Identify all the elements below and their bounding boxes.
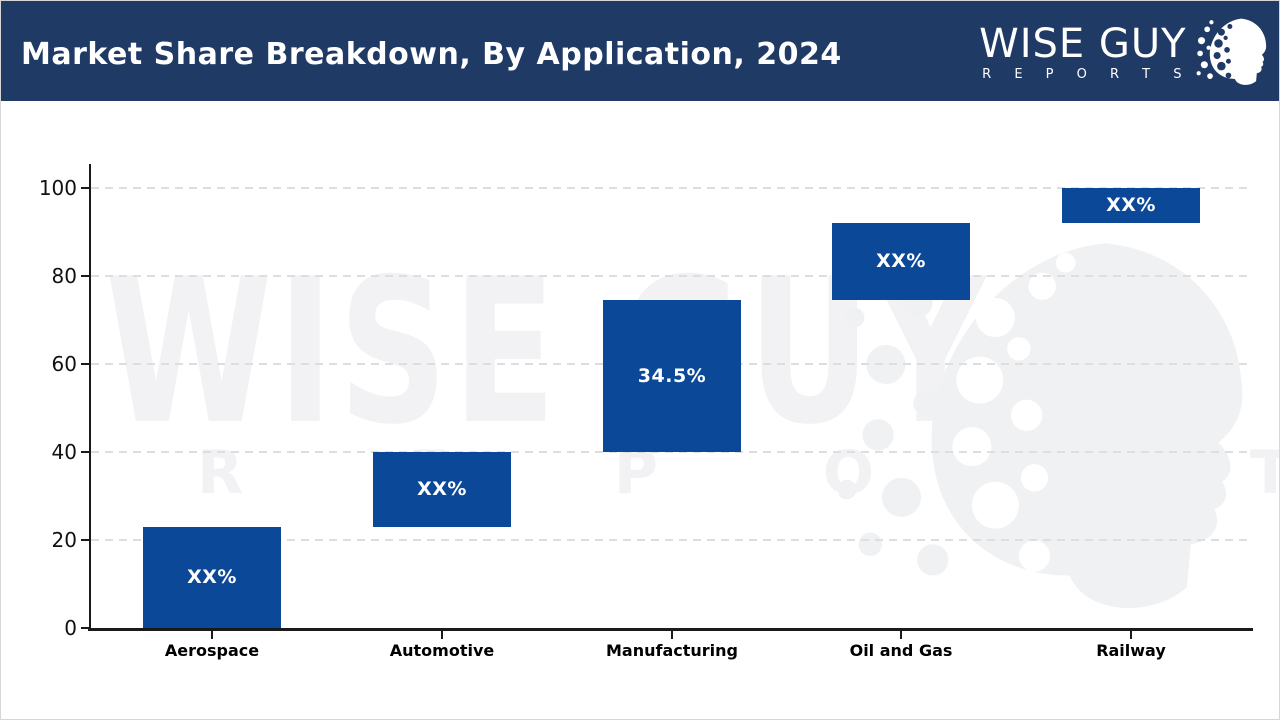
bar-railway: XX% [1062, 187, 1200, 223]
gridline-80 [91, 274, 1253, 277]
y-tick-label-20: 20 [51, 527, 77, 552]
bar-aerospace: XX% [143, 526, 281, 628]
y-tick-label-0: 0 [64, 616, 77, 640]
brand-logo-text: WISE GUY R E P O R T S [979, 24, 1191, 81]
y-tick-label-40: 40 [51, 439, 77, 464]
y-axis-spine [89, 164, 91, 630]
x-tick-1 [441, 631, 443, 639]
bar-manufacturing: 34.5% [603, 299, 741, 452]
gridline-100 [91, 186, 1253, 189]
gridline-20 [91, 538, 1253, 541]
x-tick-label-0: Aerospace [164, 641, 260, 660]
brand-logo: WISE GUY R E P O R T S [979, 7, 1271, 97]
bar-oil-and-gas: XX% [832, 222, 970, 300]
y-tick-label-60: 60 [51, 351, 77, 376]
brand-name: WISE GUY [979, 20, 1187, 67]
x-tick-3 [900, 631, 902, 639]
y-tick-label-100: 100 [38, 175, 77, 200]
x-tick-2 [671, 631, 673, 639]
x-tick-label-4: Railway [1096, 641, 1166, 660]
bar-value-label: 34.5% [637, 364, 707, 387]
y-tick-20 [81, 538, 89, 541]
y-tick-60 [81, 362, 89, 365]
y-tick-40 [81, 450, 89, 453]
header: Market Share Breakdown, By Application, … [1, 1, 1279, 101]
watermark-face-icon [839, 243, 1243, 609]
x-tick-label-3: Oil and Gas [849, 641, 953, 660]
bar-automotive: XX% [373, 451, 511, 527]
y-tick-100 [81, 186, 89, 189]
bar-value-label: XX% [417, 478, 467, 501]
y-tick-label-80: 80 [51, 263, 77, 288]
y-tick-80 [81, 274, 89, 277]
y-tick-0 [81, 627, 89, 629]
x-tick-label-1: Automotive [389, 641, 495, 660]
chart-title: Market Share Breakdown, By Application, … [21, 37, 842, 72]
bar-value-label: XX% [1106, 194, 1156, 217]
bar-value-label: XX% [187, 566, 237, 589]
x-tick-label-2: Manufacturing [606, 641, 738, 660]
brand-subname: R E P O R T S [982, 66, 1191, 82]
x-tick-0 [211, 631, 213, 639]
bar-value-label: XX% [876, 250, 926, 273]
brand-face-icon [1196, 18, 1267, 85]
gridline-40 [91, 450, 1253, 453]
x-axis-spine [88, 628, 1253, 631]
x-tick-4 [1130, 631, 1132, 639]
